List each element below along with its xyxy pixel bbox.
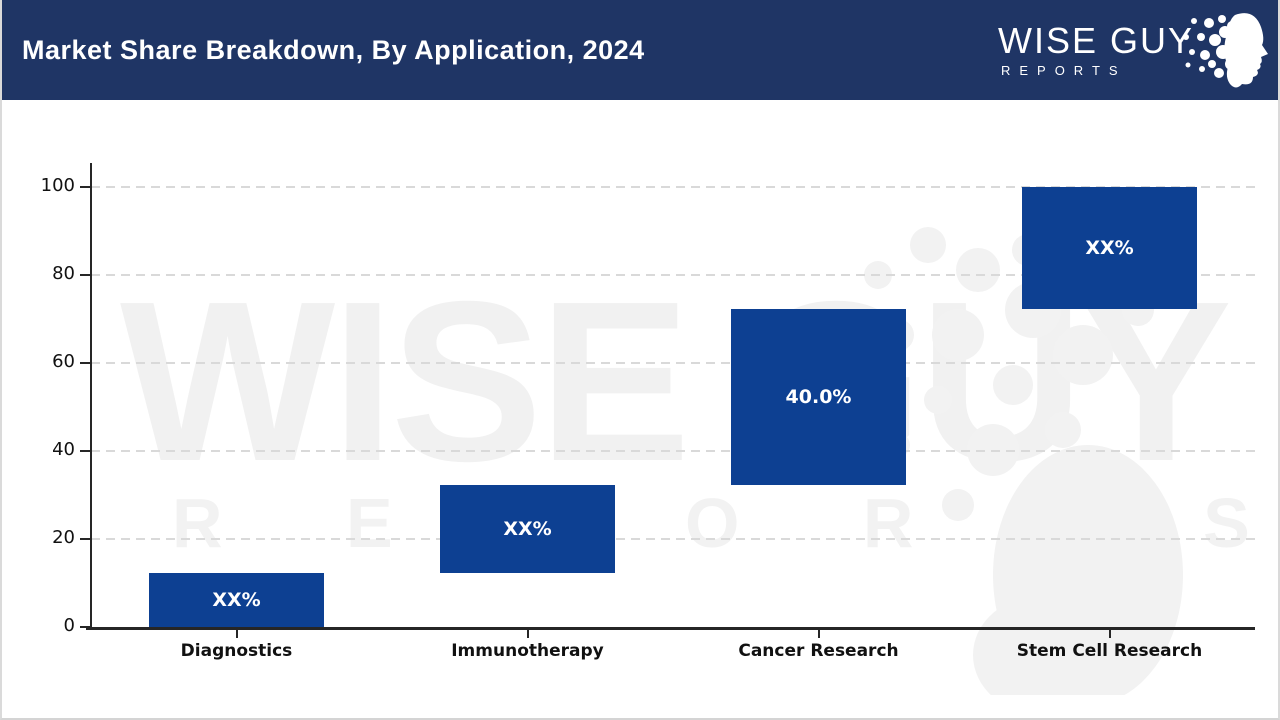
gridline-40: [91, 449, 1255, 452]
x-category-label: Immunotherapy: [451, 641, 604, 661]
y-axis-tick-label: 80: [52, 262, 75, 284]
gridline-60: [91, 361, 1255, 364]
y-axis-tick-label: 60: [52, 350, 75, 372]
y-axis-tick-label: 40: [52, 438, 75, 460]
gridline-100: [91, 185, 1255, 188]
chart-title: Market Share Breakdown, By Application, …: [22, 34, 645, 65]
logo-head-icon: [1183, 13, 1268, 88]
bar-cancer-research: 40.0%: [731, 308, 906, 485]
y-axis-tick-label: 100: [40, 174, 75, 196]
header: Market Share Breakdown, By Application, …: [2, 0, 1278, 100]
bar-value-label: XX%: [212, 588, 261, 611]
y-axis-line: [90, 163, 92, 630]
logo-wordmark-line2: REPORTS: [1000, 62, 1127, 78]
logo-wordmark-line1: WISE GUY: [997, 19, 1194, 61]
y-axis-tick: [80, 626, 90, 628]
x-axis-tick: [1108, 630, 1111, 638]
watermark-head-icon: [864, 227, 1183, 695]
logo-wordmark: WISE GUY REPORTS: [997, 19, 1194, 78]
x-axis-line: [86, 627, 1255, 630]
bar-diagnostics: XX%: [149, 572, 324, 627]
y-axis-tick: [80, 273, 90, 276]
x-axis-tick: [817, 630, 820, 638]
x-category-label: Stem Cell Research: [1016, 641, 1203, 661]
y-axis-tick: [80, 361, 90, 364]
x-category-label: Diagnostics: [180, 641, 293, 661]
x-category-label: Cancer Research: [738, 641, 899, 661]
gridline-80: [91, 273, 1255, 276]
y-axis-tick: [80, 185, 90, 188]
y-axis-tick: [80, 449, 90, 452]
bar-value-label: XX%: [1085, 236, 1134, 259]
bar-stem-cell-research: XX%: [1022, 186, 1197, 309]
bar-immunotherapy: XX%: [440, 484, 615, 573]
bar-value-label: XX%: [503, 517, 552, 540]
y-axis-tick: [80, 537, 90, 540]
bar-value-label: 40.0%: [785, 385, 852, 408]
y-axis-tick-label: 0: [63, 615, 75, 636]
wise-guy-logo: WISE GUY REPORTS: [998, 7, 1270, 93]
x-axis-tick: [526, 630, 529, 638]
x-axis-tick: [235, 630, 238, 638]
y-axis-tick-label: 20: [52, 526, 75, 548]
gridline-20: [91, 537, 1255, 540]
